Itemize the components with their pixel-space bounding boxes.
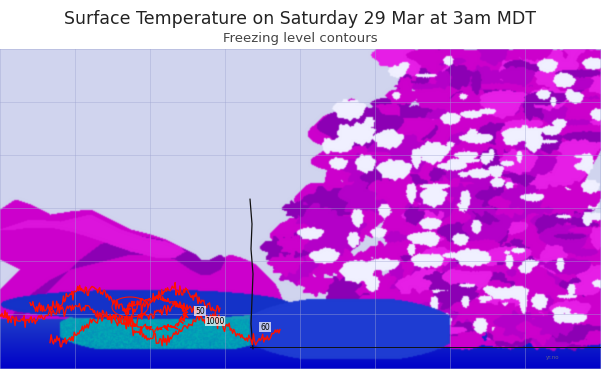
- Text: Surface Temperature on Saturday 29 Mar at 3am MDT: Surface Temperature on Saturday 29 Mar a…: [64, 10, 537, 28]
- Text: yr.no: yr.no: [546, 355, 560, 360]
- Text: 60: 60: [260, 323, 270, 331]
- Text: 1000: 1000: [206, 317, 225, 325]
- Text: 50: 50: [195, 307, 205, 315]
- Text: Freezing level contours: Freezing level contours: [223, 32, 378, 45]
